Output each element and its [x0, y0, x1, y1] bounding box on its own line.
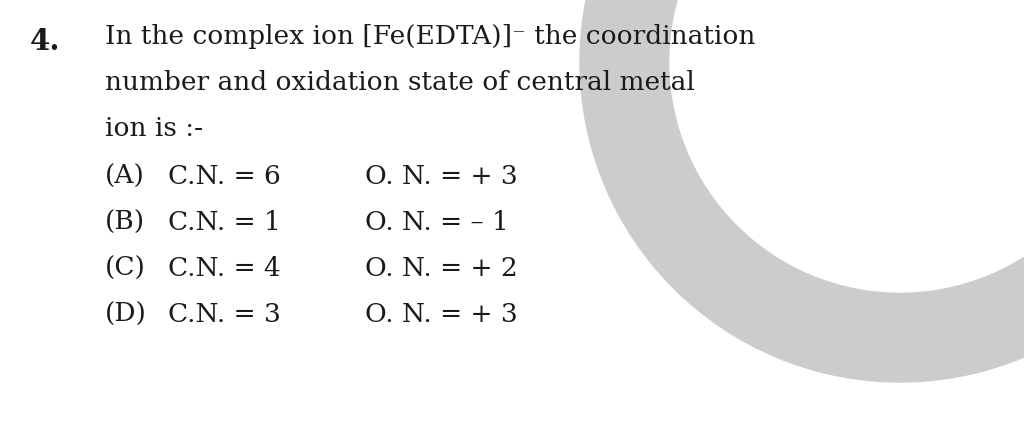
Text: O. N. = + 3: O. N. = + 3: [365, 302, 518, 327]
Text: (A): (A): [105, 164, 144, 189]
Text: (D): (D): [105, 302, 146, 327]
Circle shape: [670, 0, 1024, 292]
Text: 4.: 4.: [30, 27, 60, 56]
Text: ion is :-: ion is :-: [105, 116, 203, 141]
Text: number and oxidation state of central metal: number and oxidation state of central me…: [105, 70, 694, 95]
Text: O. N. = + 3: O. N. = + 3: [365, 164, 518, 189]
Text: C.N. = 4: C.N. = 4: [168, 256, 281, 281]
Text: C.N. = 3: C.N. = 3: [168, 302, 281, 327]
Text: (C): (C): [105, 256, 145, 281]
Text: (B): (B): [105, 210, 145, 235]
Text: In the complex ion [Fe(EDTA)]⁻ the coordination: In the complex ion [Fe(EDTA)]⁻ the coord…: [105, 24, 756, 49]
Circle shape: [580, 0, 1024, 382]
Text: C.N. = 1: C.N. = 1: [168, 210, 281, 235]
Text: O. N. = + 2: O. N. = + 2: [365, 256, 518, 281]
Text: C.N. = 6: C.N. = 6: [168, 164, 281, 189]
Text: O. N. = – 1: O. N. = – 1: [365, 210, 509, 235]
